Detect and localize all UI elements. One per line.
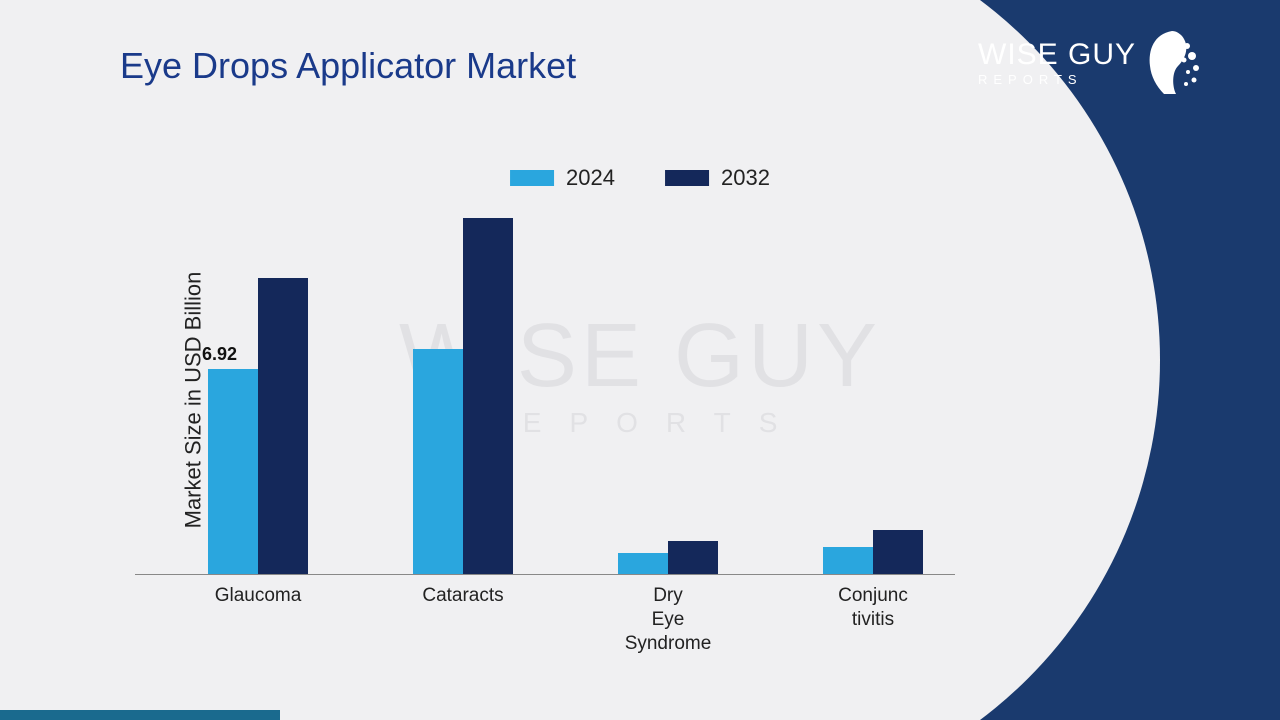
- right-panel: [960, 0, 1280, 720]
- bottom-accent: [0, 710, 280, 720]
- bar-group-3: [823, 530, 923, 574]
- bar-3-0: [823, 547, 873, 574]
- x-label-1: Cataracts: [422, 584, 503, 608]
- bar-1-0: [413, 349, 463, 574]
- bar-2-0: [618, 553, 668, 574]
- bar-1-1: [463, 218, 513, 574]
- brand-sub: REPORTS: [978, 72, 1136, 87]
- bar-top-label-0: 6.92: [202, 344, 237, 365]
- brand-name: WISE GUY: [978, 40, 1136, 70]
- bar-3-1: [873, 530, 923, 574]
- bar-2-1: [668, 541, 718, 574]
- brand-logo: WISE GUY REPORTS: [978, 28, 1258, 98]
- chart-title: Eye Drops Applicator Market: [120, 45, 576, 87]
- x-label-3: Conjunctivitis: [838, 584, 908, 632]
- x-label-2: DryEyeSyndrome: [625, 584, 712, 655]
- chart-area: Market Size in USD Billion 6.92 Glaucoma…: [55, 160, 955, 640]
- bar-group-1: [413, 218, 513, 574]
- bar-group-0: 6.92: [208, 278, 308, 574]
- brand-text-block: WISE GUY REPORTS: [978, 40, 1136, 87]
- bar-0-0: 6.92: [208, 369, 258, 574]
- bar-group-2: [618, 541, 718, 574]
- brand-head-icon: [1142, 28, 1204, 98]
- plot-region: 6.92: [135, 160, 955, 575]
- page: WISE GUY REPORTS Eye Drops Applicator Ma…: [0, 0, 1280, 720]
- x-label-0: Glaucoma: [215, 584, 302, 608]
- bar-0-1: [258, 278, 308, 574]
